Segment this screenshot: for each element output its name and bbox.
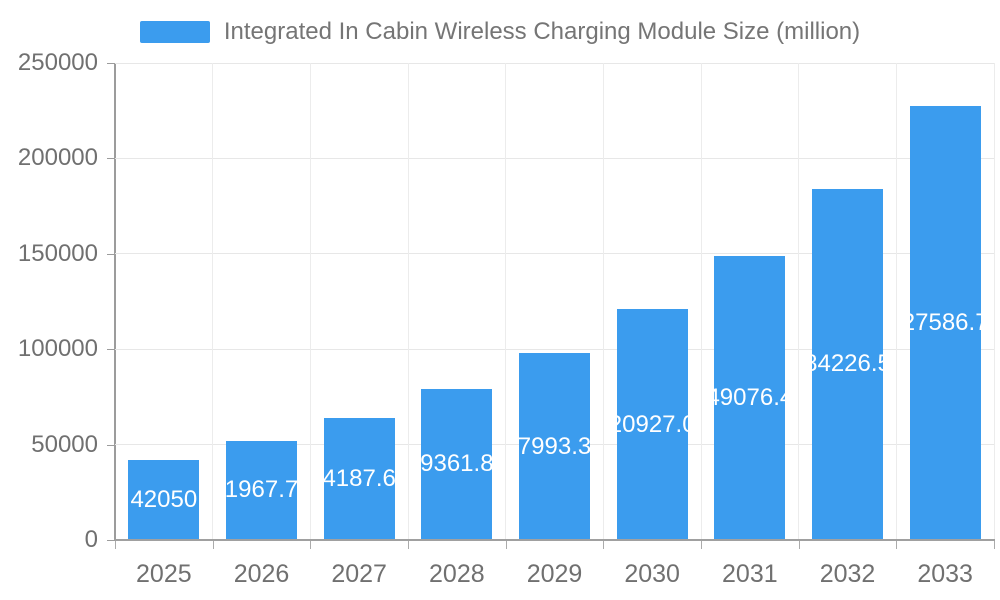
x-axis-line [114,539,995,541]
bar-value-label: 51967.74 [226,476,297,504]
x-gridline [895,63,897,540]
legend-item[interactable]: Integrated In Cabin Wireless Charging Mo… [0,16,1000,48]
bar-2030[interactable]: 120927.08 [616,309,688,540]
bar-value-label: 120927.08 [617,410,688,438]
y-gridline [115,348,994,350]
bar-value-label: 97993.36 [519,432,590,460]
x-axis-tick [994,541,995,549]
y-axis-label: 200000 [17,144,98,172]
x-gridline [212,63,214,540]
x-gridline [798,63,800,540]
y-axis-tick [107,349,115,351]
bar-value-label: 64187.68 [323,464,395,492]
x-axis-label: 2027 [331,560,387,588]
bar-2029[interactable]: 97993.36 [519,353,590,540]
bar-2033[interactable]: 227586.75 [909,105,981,540]
bar-2028[interactable]: 79361.88 [421,388,493,540]
x-axis-label: 2032 [819,560,876,588]
legend-color-swatch [139,21,210,43]
bar-value-label: 79361.88 [421,450,493,478]
y-gridline [115,157,994,159]
y-axis-tick [107,253,115,255]
bar-value-label: 227586.75 [910,308,981,336]
bar-2026[interactable]: 51967.74 [226,440,297,540]
y-axis-tick [107,444,115,446]
x-axis-tick [408,541,409,549]
x-gridline [505,63,507,540]
x-axis-label: 2029 [526,560,583,588]
plot-area: 42050 51967.74 64187.68 79361.88 97993.36 120… [115,62,995,540]
bar-value-label: 184226.55 [812,350,883,378]
bar-value-label: 42050 [130,485,198,513]
x-axis-label: 2026 [233,560,290,588]
bar-2027[interactable]: 64187.68 [323,417,395,540]
x-gridline [309,63,311,540]
x-axis-label: 2031 [722,560,778,588]
x-axis-label: 2025 [136,560,192,588]
y-axis-label: 100000 [17,335,98,363]
y-axis-tick [107,158,115,160]
x-gridline [407,63,409,540]
y-axis-tick [107,540,115,541]
bar-2031[interactable]: 149076.45 [714,255,786,540]
x-axis-tick [701,541,702,549]
x-gridline [700,63,702,540]
legend-label: Integrated In Cabin Wireless Charging Mo… [223,18,861,45]
x-axis-tick [115,541,116,549]
y-axis-label: 50000 [31,430,98,458]
x-axis-tick [603,541,605,549]
x-axis-tick [212,541,214,549]
y-axis-label: 250000 [17,49,98,76]
x-axis-tick [310,541,312,549]
x-axis-tick [798,541,800,549]
bar-2025[interactable]: 42050 [128,459,200,540]
y-axis-line [114,63,116,540]
x-axis-tick [505,541,507,549]
y-gridline [115,62,994,64]
bar-value-label: 149076.45 [714,383,785,411]
x-gridline [602,63,604,540]
x-axis-label: 2033 [917,560,973,588]
y-gridline [115,253,994,255]
y-axis-tick [107,63,115,64]
y-axis-label: 0 [84,526,98,553]
x-gridline [993,63,995,540]
y-axis-label: 150000 [17,239,98,267]
x-axis-label: 2030 [624,560,680,588]
x-axis-tick [896,541,898,549]
bar-2032[interactable]: 184226.55 [812,188,883,540]
x-axis-label: 2028 [429,560,485,588]
